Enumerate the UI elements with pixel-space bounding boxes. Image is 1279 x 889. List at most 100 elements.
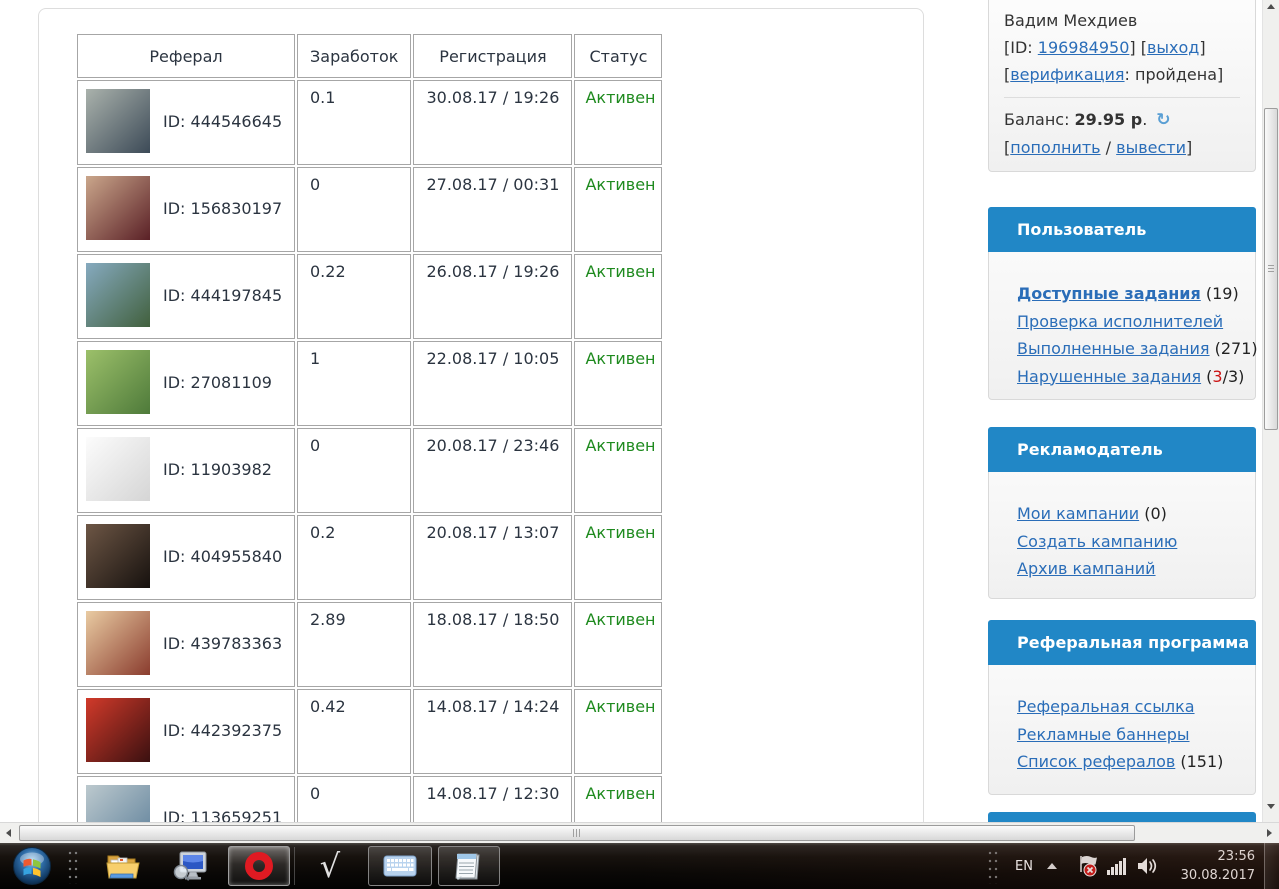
earnings-cell: 0.1 <box>297 80 412 165</box>
referral-id: ID: 156830197 <box>163 198 283 218</box>
referral-id: ID: 27081109 <box>163 372 272 392</box>
referral-cell: ID: 444546645 <box>77 80 295 165</box>
registration-cell: 20.08.17 / 13:07 <box>413 515 573 600</box>
referral-avatar[interactable] <box>86 350 150 414</box>
scroll-left-button[interactable] <box>0 823 17 843</box>
show-hidden-icons-button[interactable] <box>1044 843 1060 889</box>
explorer-taskbar-button[interactable] <box>96 846 150 886</box>
user-name: Вадим Мехдиев <box>1004 11 1138 30</box>
referral-avatar[interactable] <box>86 524 150 588</box>
user-panel: Вадим Мехдиев [ID: 196984950] [выход] [в… <box>988 0 1256 172</box>
sidebar-section-advertiser: Рекламодатель Мои кампании (0) Создать ка… <box>988 427 1256 599</box>
taskbar-grip[interactable] <box>66 843 80 889</box>
computer-taskbar-button[interactable] <box>163 846 217 886</box>
earnings-cell: 0 <box>297 428 412 513</box>
referral-cell: ID: 11903982 <box>77 428 295 513</box>
grip-dots-icon <box>66 848 80 884</box>
horizontal-scrollbar[interactable] <box>0 822 1279 843</box>
status-badge: Активен <box>574 254 663 339</box>
sqrt-app-taskbar-button[interactable]: √ <box>298 846 362 886</box>
language-indicator[interactable]: EN <box>1015 858 1033 874</box>
refresh-balance-icon[interactable]: ↻ <box>1156 110 1171 130</box>
logout-link[interactable]: выход <box>1146 38 1200 57</box>
windows-logo-icon <box>13 847 51 885</box>
link-count: ( <box>1201 366 1213 386</box>
withdraw-link[interactable]: вывести <box>1116 138 1187 157</box>
sidebar-link[interactable]: Рекламные баннеры <box>1017 724 1190 744</box>
earnings-cell: 0.42 <box>297 689 412 774</box>
sidebar-link-row: Реферальная ссылка <box>1017 693 1255 721</box>
balance-value: 29.95 р <box>1074 110 1143 129</box>
content-card: Реферал Заработок Регистрация Статус ID:… <box>38 8 924 822</box>
topup-link[interactable]: пополнить <box>1010 138 1101 157</box>
notepad-icon <box>455 853 480 880</box>
referral-avatar[interactable] <box>86 611 150 675</box>
start-button[interactable] <box>10 843 54 889</box>
sidebar-link[interactable]: Архив кампаний <box>1017 559 1156 578</box>
scroll-up-button[interactable] <box>1263 0 1279 12</box>
vertical-scrollbar[interactable] <box>1262 0 1279 822</box>
network-signal-icon <box>1106 857 1126 875</box>
hidden-icons-arrow-icon <box>1047 863 1057 869</box>
sidebar: Вадим Мехдиев [ID: 196984950] [выход] [в… <box>988 0 1258 822</box>
network-button[interactable] <box>1104 843 1128 889</box>
referral-id: ID: 444197845 <box>163 285 283 305</box>
referral-avatar[interactable] <box>86 89 150 153</box>
computer-search-icon <box>173 851 207 881</box>
opera-taskbar-button[interactable] <box>228 846 290 886</box>
sidebar-link-row: Доступные задания (19) <box>1017 280 1255 308</box>
user-id-link[interactable]: 196984950 <box>1037 38 1130 57</box>
referral-cell: ID: 404955840 <box>77 515 295 600</box>
vertical-scrollbar-thumb[interactable] <box>1264 108 1278 430</box>
scroll-down-button[interactable] <box>1263 797 1279 815</box>
sidebar-link[interactable]: Нарушенные задания <box>1017 366 1202 386</box>
browser-page: Реферал Заработок Регистрация Статус ID:… <box>38 0 1258 822</box>
id-label: [ID: <box>1004 38 1038 57</box>
left-arrow-icon <box>6 829 11 837</box>
taskbar-clock[interactable]: 23:56 30.08.2017 <box>1181 847 1255 885</box>
sidebar-link[interactable]: Список рефералов <box>1017 752 1176 771</box>
referral-avatar[interactable] <box>86 176 150 240</box>
link-count: (0) <box>1139 504 1167 523</box>
earnings-cell: 0.22 <box>297 254 412 339</box>
verification-link[interactable]: верификация <box>1010 65 1125 84</box>
sidebar-link-row: Выполненные задания (271) <box>1017 335 1258 363</box>
tray-grip[interactable] <box>986 843 1000 889</box>
sidebar-link[interactable]: Проверка исполнителей <box>1017 311 1224 331</box>
thumb-grip <box>572 829 582 837</box>
sidebar-link[interactable]: Доступные задания <box>1017 284 1201 303</box>
opera-icon <box>245 852 273 880</box>
referral-avatar[interactable] <box>86 698 150 762</box>
referral-avatar[interactable] <box>86 263 150 327</box>
on-screen-keyboard-taskbar-button[interactable] <box>368 846 432 886</box>
referral-avatar[interactable] <box>86 437 150 501</box>
earnings-cell: 0 <box>297 167 412 252</box>
registration-cell: 22.08.17 / 10:05 <box>413 341 573 426</box>
table-row: ID: 439783363 2.89 18.08.17 / 18:50 Акти… <box>77 602 663 687</box>
column-header-earnings: Заработок <box>297 34 412 78</box>
earnings-cell: 0 <box>297 776 412 822</box>
action-center-button[interactable] <box>1076 843 1100 889</box>
sidebar-link-row: Список рефералов (151) <box>1017 748 1255 776</box>
status-badge: Активен <box>574 515 663 600</box>
notepad-taskbar-button[interactable] <box>438 846 500 886</box>
sidebar-link[interactable]: Создать кампанию <box>1017 531 1178 551</box>
show-desktop-button[interactable] <box>1264 843 1279 889</box>
status-badge: Активен <box>574 689 663 774</box>
sidebar-section-referral-program: Реферальная программа Реферальная ссылка… <box>988 620 1256 795</box>
status-badge: Активен <box>574 602 663 687</box>
sidebar-link[interactable]: Выполненные задания <box>1017 339 1210 358</box>
referral-id: ID: 404955840 <box>163 546 283 566</box>
referral-avatar[interactable] <box>86 785 150 822</box>
section-header: Пользователь <box>988 207 1256 252</box>
scroll-right-button[interactable] <box>1261 823 1278 843</box>
sidebar-link[interactable]: Реферальная ссылка <box>1017 697 1195 716</box>
link-count: (151) <box>1175 752 1224 771</box>
referral-id: ID: 444546645 <box>163 111 283 131</box>
earnings-cell: 2.89 <box>297 602 412 687</box>
sidebar-link[interactable]: Мои кампании <box>1017 504 1140 523</box>
referral-cell: ID: 442392375 <box>77 689 295 774</box>
volume-button[interactable] <box>1134 843 1162 889</box>
referral-cell: ID: 113659251 <box>77 776 295 822</box>
horizontal-scrollbar-thumb[interactable] <box>19 825 1135 841</box>
